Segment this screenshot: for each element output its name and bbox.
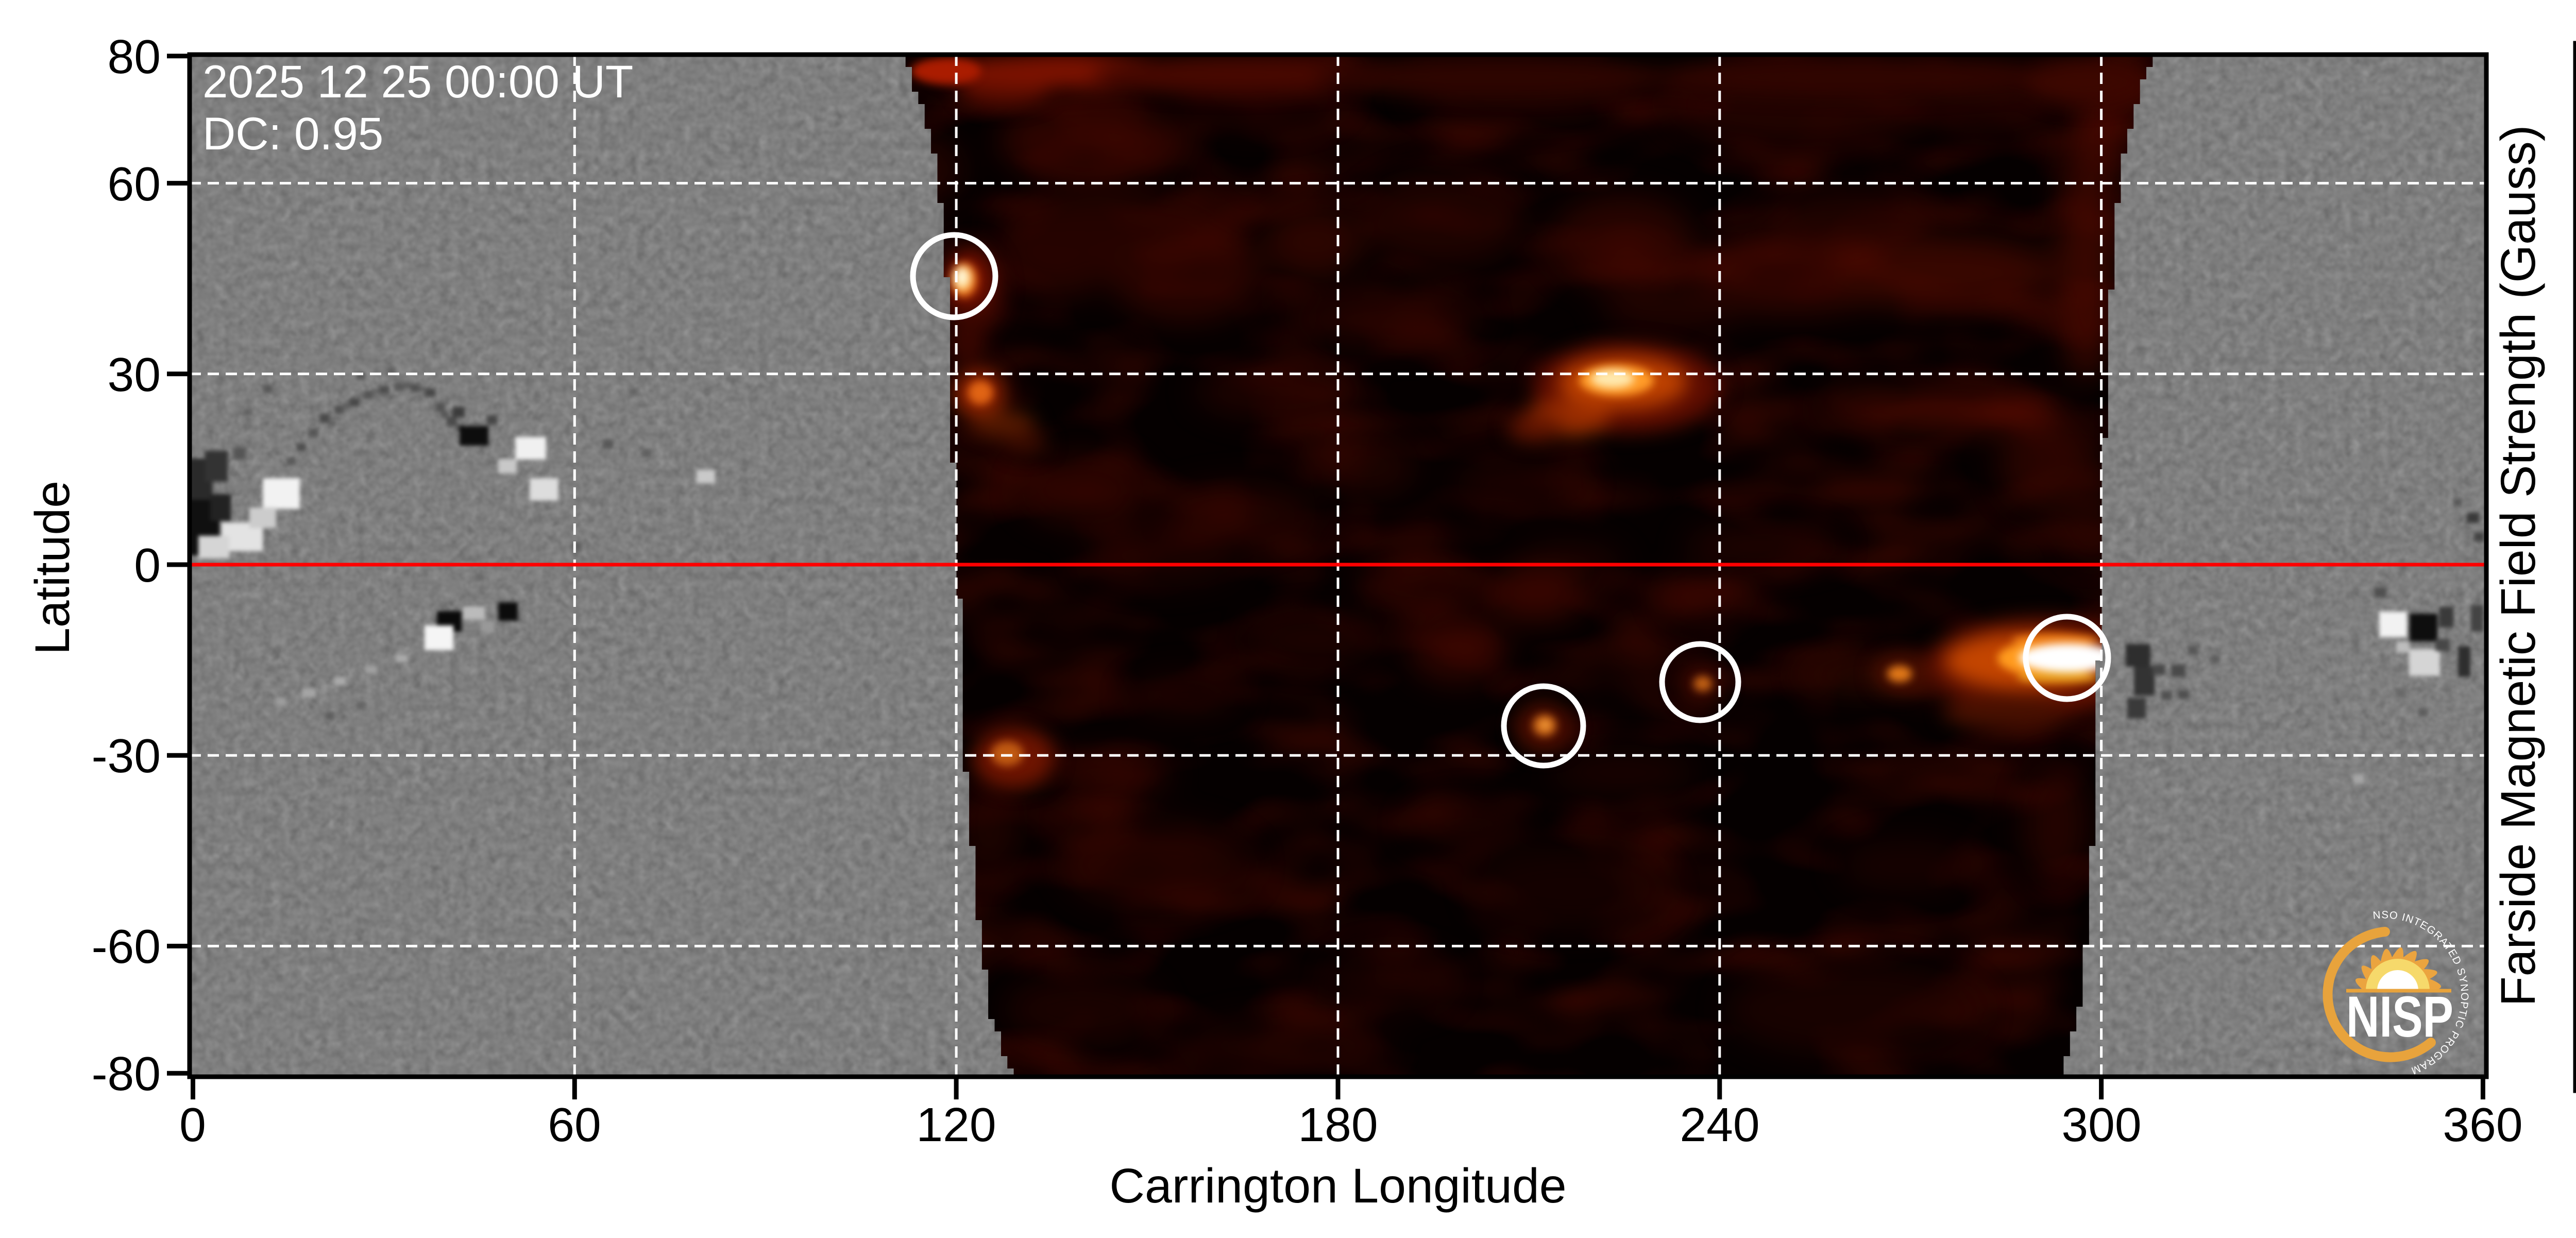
svg-text:60: 60 [548, 1098, 601, 1151]
svg-text:NISP: NISP [2346, 985, 2453, 1049]
svg-text:300: 300 [2061, 1098, 2141, 1151]
svg-text:Latitude: Latitude [25, 481, 80, 655]
svg-text:Farside Magnetic Field Strengt: Farside Magnetic Field Strength (Gauss) [2491, 125, 2546, 1007]
svg-text:DC: 0.95: DC: 0.95 [202, 108, 383, 159]
svg-text:360: 360 [2443, 1098, 2522, 1151]
svg-text:60: 60 [108, 157, 161, 211]
svg-text:180: 180 [1298, 1098, 1378, 1151]
svg-text:0: 0 [179, 1098, 206, 1151]
svg-text:30: 30 [108, 348, 161, 401]
svg-text:120: 120 [916, 1098, 996, 1151]
svg-text:Carrington Longitude: Carrington Longitude [1109, 1159, 1566, 1213]
svg-text:80: 80 [108, 30, 161, 83]
svg-text:240: 240 [1680, 1098, 1759, 1151]
svg-text:-80: -80 [92, 1047, 161, 1100]
svg-text:-60: -60 [92, 920, 161, 973]
svg-text:-30: -30 [92, 729, 161, 783]
svg-text:2025 12 25 00:00 UT: 2025 12 25 00:00 UT [202, 56, 633, 107]
svg-text:0: 0 [134, 538, 161, 592]
